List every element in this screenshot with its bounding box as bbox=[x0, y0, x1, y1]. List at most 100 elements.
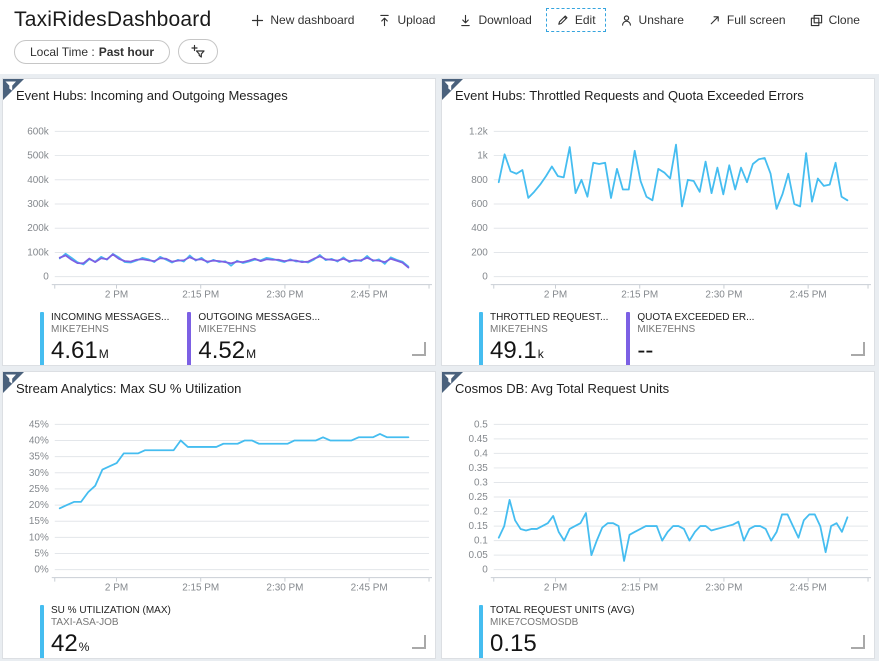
svg-text:200: 200 bbox=[471, 247, 488, 258]
resource-name: MIKE7EHNS bbox=[198, 324, 257, 335]
svg-text:0.5: 0.5 bbox=[474, 419, 488, 430]
metric-value: 49.1k bbox=[490, 337, 544, 364]
legend-color-bar bbox=[187, 312, 192, 365]
pinned-filter-badge bbox=[3, 79, 24, 100]
resize-handle[interactable] bbox=[412, 342, 426, 356]
svg-text:2 PM: 2 PM bbox=[544, 583, 567, 594]
funnel-icon bbox=[5, 81, 16, 91]
legend-item: INCOMING MESSAGES... MIKE7EHNS 4.61M bbox=[40, 312, 169, 365]
legend-color-bar bbox=[40, 312, 44, 365]
resize-handle[interactable] bbox=[851, 342, 865, 356]
legend-item: THROTTLED REQUEST... MIKE7EHNS 49.1k bbox=[479, 312, 608, 365]
line-chart-messages[interactable]: 0 100k 200k 300k 400k 500k 600k 2 PM 2:15 PM 2:30… bbox=[3, 105, 435, 305]
add-filter-button[interactable] bbox=[178, 39, 219, 64]
svg-text:200k: 200k bbox=[27, 223, 49, 234]
svg-text:2:15 PM: 2:15 PM bbox=[621, 583, 658, 594]
legend-item: TOTAL REQUEST UNITS (AVG) MIKE7COSMOSDB … bbox=[479, 605, 635, 658]
svg-text:0.25: 0.25 bbox=[468, 492, 488, 503]
line-chart-su-utilization[interactable]: 0% 5% 10% 15% 20% 25% 30% 35% 40% 45% 2 PM 2:15 PM 2… bbox=[3, 398, 435, 598]
pinned-filter-badge bbox=[442, 372, 463, 393]
metric-name: SU % UTILIZATION (MAX) bbox=[51, 605, 171, 616]
time-filter-pill[interactable]: Local Time : Past hour bbox=[14, 39, 171, 64]
chart-legend: TOTAL REQUEST UNITS (AVG) MIKE7COSMOSDB … bbox=[479, 605, 635, 658]
pencil-icon bbox=[558, 14, 568, 25]
svg-text:0.1: 0.1 bbox=[474, 536, 488, 547]
unshare-person-icon bbox=[621, 14, 631, 26]
full-screen-label: Full screen bbox=[726, 13, 786, 27]
svg-text:2:15 PM: 2:15 PM bbox=[182, 583, 219, 594]
tile-title[interactable]: Event Hubs: Throttled Requests and Quota… bbox=[455, 88, 804, 103]
download-button[interactable]: Download bbox=[449, 8, 541, 32]
svg-text:2:30 PM: 2:30 PM bbox=[266, 583, 303, 594]
line-chart-throttled[interactable]: 0 200 400 600 800 1k 1.2k 2 PM 2:15 PM 2:30 PM 2:4… bbox=[442, 105, 874, 305]
clone-button[interactable]: Clone bbox=[800, 8, 870, 32]
svg-text:2:45 PM: 2:45 PM bbox=[351, 290, 388, 301]
svg-text:2 PM: 2 PM bbox=[544, 290, 567, 301]
full-screen-arrow-icon bbox=[710, 15, 719, 24]
legend-color-bar bbox=[626, 312, 631, 365]
svg-text:10%: 10% bbox=[29, 532, 49, 543]
chart-legend: SU % UTILIZATION (MAX) TAXI-ASA-JOB 42% bbox=[40, 605, 171, 658]
funnel-icon bbox=[444, 374, 455, 384]
svg-text:2:45 PM: 2:45 PM bbox=[351, 583, 388, 594]
svg-text:2 PM: 2 PM bbox=[105, 290, 128, 301]
tile-event-hubs-messages: Event Hubs: Incoming and Outgoing Messag… bbox=[2, 78, 436, 366]
tile-title[interactable]: Event Hubs: Incoming and Outgoing Messag… bbox=[16, 88, 288, 103]
svg-text:600: 600 bbox=[471, 199, 488, 210]
edit-label: Edit bbox=[574, 13, 596, 27]
pinned-filter-badge bbox=[442, 79, 463, 100]
svg-text:2:30 PM: 2:30 PM bbox=[705, 583, 742, 594]
resource-name: MIKE7EHNS bbox=[490, 324, 548, 335]
dashboard-title[interactable]: TaxiRidesDashboard bbox=[14, 8, 212, 31]
svg-text:100k: 100k bbox=[27, 247, 49, 258]
svg-text:0.05: 0.05 bbox=[468, 550, 488, 561]
full-screen-button[interactable]: Full screen bbox=[698, 8, 796, 32]
new-dashboard-label: New dashboard bbox=[270, 13, 355, 27]
svg-text:500k: 500k bbox=[27, 151, 49, 162]
resize-handle[interactable] bbox=[851, 635, 865, 649]
upload-button[interactable]: Upload bbox=[368, 8, 445, 32]
svg-text:800: 800 bbox=[471, 175, 488, 186]
clone-label: Clone bbox=[828, 13, 860, 27]
resource-name: TAXI-ASA-JOB bbox=[51, 617, 119, 628]
dashboard-header: TaxiRidesDashboard New dashboard Upload … bbox=[0, 0, 879, 74]
unshare-button[interactable]: Unshare bbox=[610, 8, 694, 32]
time-filter-label: Local Time : bbox=[30, 44, 95, 59]
tile-title[interactable]: Stream Analytics: Max SU % Utilization bbox=[16, 381, 242, 396]
resize-handle[interactable] bbox=[412, 635, 426, 649]
metric-name: QUOTA EXCEEDED ER... bbox=[637, 312, 755, 323]
svg-text:1k: 1k bbox=[477, 151, 488, 162]
metric-value: 42% bbox=[51, 630, 90, 657]
svg-text:2:15 PM: 2:15 PM bbox=[621, 290, 658, 301]
tile-cosmos-db-ru: Cosmos DB: Avg Total Request Units 0 0.05… bbox=[441, 371, 875, 659]
svg-text:2:45 PM: 2:45 PM bbox=[790, 583, 827, 594]
svg-text:2:15 PM: 2:15 PM bbox=[182, 290, 219, 301]
svg-text:5%: 5% bbox=[34, 549, 49, 560]
svg-text:300k: 300k bbox=[27, 199, 49, 210]
metric-value: 4.52M bbox=[198, 337, 257, 364]
title-row: TaxiRidesDashboard New dashboard Upload … bbox=[14, 8, 865, 32]
svg-text:1.2k: 1.2k bbox=[469, 126, 488, 137]
svg-text:0.3: 0.3 bbox=[474, 477, 488, 488]
line-chart-request-units[interactable]: 0 0.05 0.1 0.15 0.2 0.25 0.3 0.35 0.4 0.45 0.5 2 PM… bbox=[442, 398, 874, 598]
clone-icon bbox=[810, 14, 822, 26]
metric-value: 4.61M bbox=[51, 337, 109, 364]
upload-icon bbox=[380, 14, 390, 26]
metric-name: TOTAL REQUEST UNITS (AVG) bbox=[490, 605, 635, 616]
tile-stream-analytics-su: Stream Analytics: Max SU % Utilization 0… bbox=[2, 371, 436, 659]
funnel-icon bbox=[444, 81, 455, 91]
new-dashboard-button[interactable]: New dashboard bbox=[241, 8, 364, 32]
edit-button[interactable]: Edit bbox=[545, 8, 606, 32]
plus-icon bbox=[252, 14, 264, 26]
svg-text:0: 0 bbox=[482, 565, 488, 576]
dashboard-grid: Event Hubs: Incoming and Outgoing Messag… bbox=[0, 74, 879, 661]
tile-title[interactable]: Cosmos DB: Avg Total Request Units bbox=[455, 381, 670, 396]
resource-name: MIKE7EHNS bbox=[637, 324, 696, 335]
svg-text:45%: 45% bbox=[29, 419, 49, 430]
svg-text:40%: 40% bbox=[29, 435, 49, 446]
svg-text:0.35: 0.35 bbox=[468, 463, 488, 474]
svg-text:0: 0 bbox=[482, 272, 488, 283]
svg-text:30%: 30% bbox=[29, 468, 49, 479]
svg-text:400k: 400k bbox=[27, 175, 49, 186]
delete-button[interactable]: Delete bbox=[874, 8, 879, 32]
